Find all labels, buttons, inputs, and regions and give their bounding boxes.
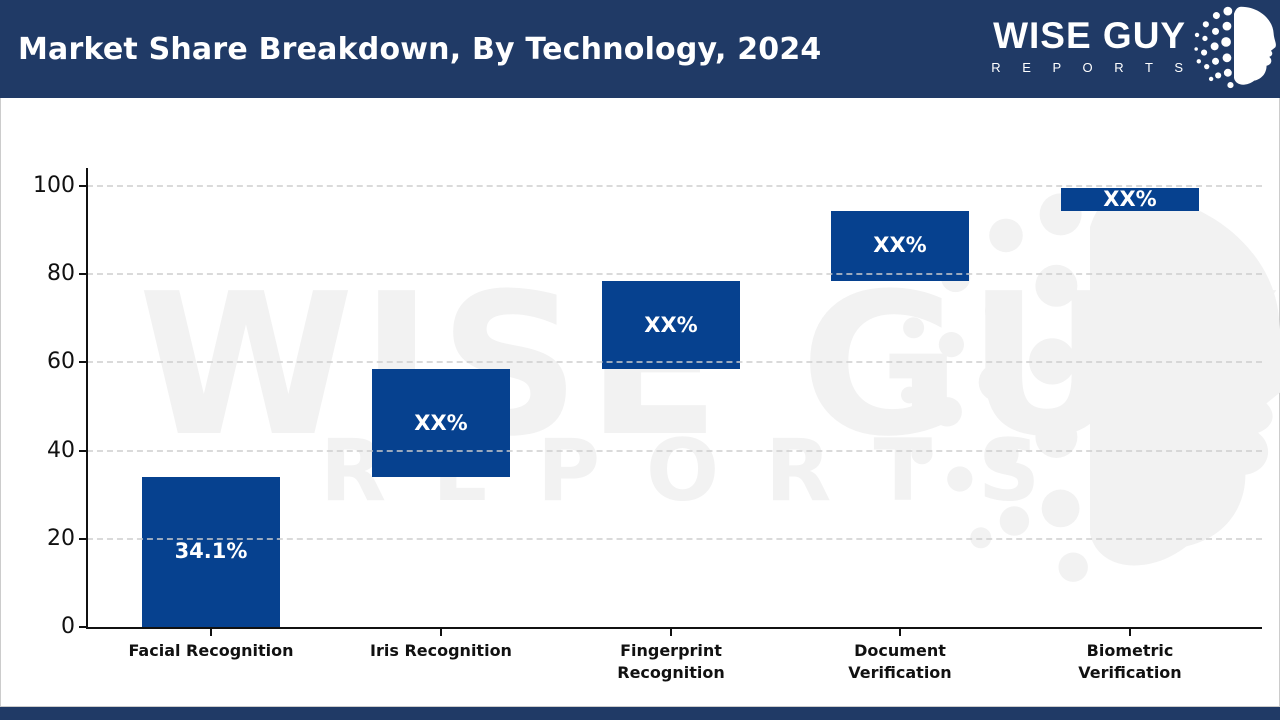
gridline [87,361,1262,364]
y-axis-tick [79,273,87,276]
category-label: Document Verification [848,641,952,682]
x-axis-tick [210,629,212,636]
y-axis-line [86,168,88,629]
page-title: Market Share Breakdown, By Technology, 2… [18,31,822,67]
brand-logo: WISE GUY R E P O R T S [987,17,1192,74]
waterfall-bar: XX% [831,211,969,281]
x-axis-tick [899,629,901,636]
waterfall-bar: XX% [602,280,740,370]
bar-value-label: XX% [873,233,927,258]
bar-value-label: XX% [414,410,468,435]
category-label: Facial Recognition [128,641,294,660]
y-axis-tick-label: 20 [47,525,75,551]
x-axis-line [86,627,1262,629]
y-axis-tick-label: 60 [47,349,75,375]
y-axis-tick-label: 80 [47,261,75,287]
gridline [87,185,1262,187]
category-label: Iris Recognition [370,641,512,660]
gridline [87,537,1262,540]
brand-subtitle: R E P O R T S [991,60,1192,75]
y-axis-tick-label: 40 [47,437,75,463]
y-axis-tick [79,185,87,187]
y-axis-tick [79,537,87,540]
waterfall-bar: XX% [372,369,510,477]
y-axis-tick [79,626,87,628]
category-label: Fingerprint Recognition [617,641,725,682]
footer-bar [0,707,1280,720]
y-axis-tick-label: 0 [61,614,75,639]
x-axis-tick [670,629,672,636]
waterfall-bar: 34.1% [142,476,280,627]
y-axis-tick [79,449,87,452]
bar-value-label: XX% [644,312,698,337]
x-axis-tick [440,629,442,636]
gridline [87,449,1262,452]
face-profile-logo-icon [1194,6,1276,89]
bar-value-label: XX% [1103,187,1157,212]
y-axis-tick [79,361,87,364]
gridline [87,273,1262,276]
category-label: Biometric Verification [1078,641,1182,682]
y-axis-tick-label: 100 [33,173,75,198]
waterfall-bar: XX% [1061,187,1199,212]
x-axis-tick [1129,629,1131,636]
bar-value-label: 34.1% [174,539,248,564]
header-bar: Market Share Breakdown, By Technology, 2… [0,0,1280,98]
brand-name: WISE GUY [993,15,1187,56]
